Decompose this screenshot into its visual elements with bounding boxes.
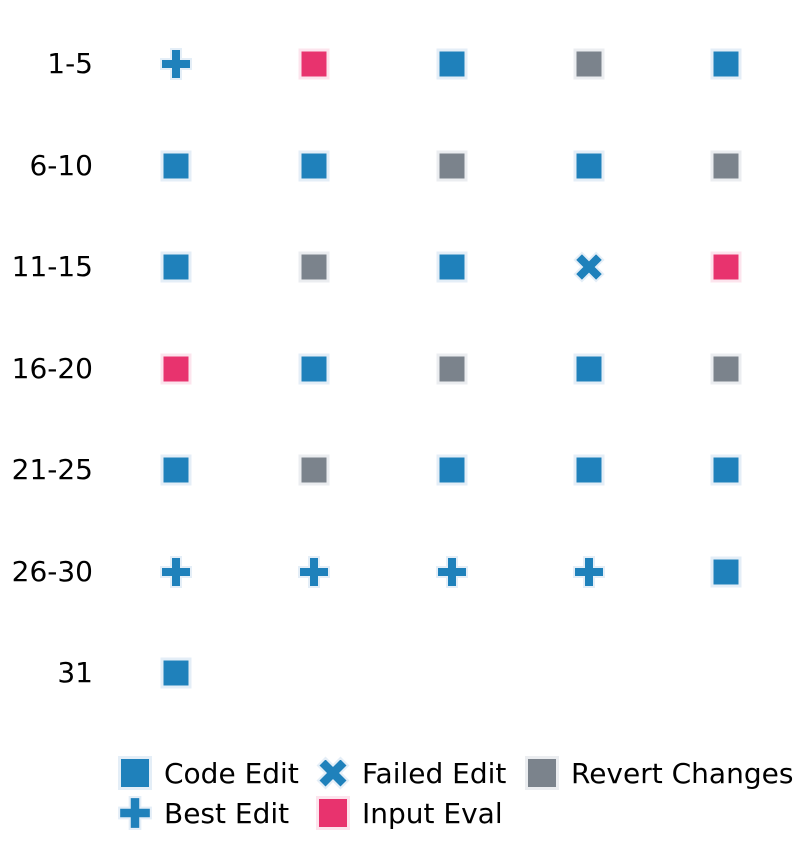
row-label: 16-20 xyxy=(11,352,93,385)
legend-item-revert-changes: Revert Changes xyxy=(524,753,793,793)
marker-revert-changes xyxy=(298,454,330,486)
marker-failed-edit xyxy=(572,250,606,284)
legend: Code Edit Failed Edit Revert Changes Best E… xyxy=(117,753,793,833)
legend-label: Failed Edit xyxy=(362,756,507,790)
marker-code-edit xyxy=(573,150,605,182)
row-label: 31 xyxy=(57,656,93,689)
marker-code-edit xyxy=(298,353,330,385)
legend-item-best-edit: Best Edit xyxy=(117,793,315,833)
marker-code-edit xyxy=(573,454,605,486)
input-eval-square-icon xyxy=(315,796,351,830)
legend-item-failed-edit: Failed Edit xyxy=(315,753,524,793)
row-label: 1-5 xyxy=(47,47,93,80)
marker-code-edit xyxy=(160,454,192,486)
legend-label: Code Edit xyxy=(164,756,299,790)
marker-input-eval xyxy=(710,251,742,283)
marker-revert-changes xyxy=(436,150,468,182)
marker-best-edit xyxy=(572,555,606,589)
row-label: 11-15 xyxy=(11,250,93,283)
marker-revert-changes xyxy=(573,48,605,80)
revert-changes-square-icon xyxy=(524,756,560,790)
marker-code-edit xyxy=(436,454,468,486)
code-edit-square-icon xyxy=(117,756,153,790)
marker-revert-changes xyxy=(298,251,330,283)
marker-code-edit xyxy=(710,556,742,588)
failed-edit-x-icon xyxy=(315,755,351,791)
legend-label: Input Eval xyxy=(362,796,503,830)
row-label: 26-30 xyxy=(11,555,93,588)
legend-item-code-edit: Code Edit xyxy=(117,753,315,793)
marker-code-edit xyxy=(436,251,468,283)
marker-code-edit xyxy=(160,150,192,182)
legend-label: Revert Changes xyxy=(571,756,794,790)
row-label: 21-25 xyxy=(11,453,93,486)
marker-revert-changes xyxy=(710,150,742,182)
marker-revert-changes xyxy=(710,353,742,385)
marker-revert-changes xyxy=(436,353,468,385)
marker-code-edit xyxy=(436,48,468,80)
marker-best-edit xyxy=(159,47,193,81)
row-label: 6-10 xyxy=(29,149,93,182)
marker-code-edit xyxy=(298,150,330,182)
marker-code-edit xyxy=(160,251,192,283)
marker-input-eval xyxy=(298,48,330,80)
marker-code-edit xyxy=(160,657,192,689)
marker-input-eval xyxy=(160,353,192,385)
best-edit-plus-icon xyxy=(117,795,153,831)
marker-code-edit xyxy=(710,454,742,486)
marker-code-edit xyxy=(573,353,605,385)
marker-code-edit xyxy=(710,48,742,80)
marker-best-edit xyxy=(297,555,331,589)
legend-item-input-eval: Input Eval xyxy=(315,793,524,833)
marker-best-edit xyxy=(435,555,469,589)
marker-best-edit xyxy=(159,555,193,589)
legend-label: Best Edit xyxy=(164,796,290,830)
